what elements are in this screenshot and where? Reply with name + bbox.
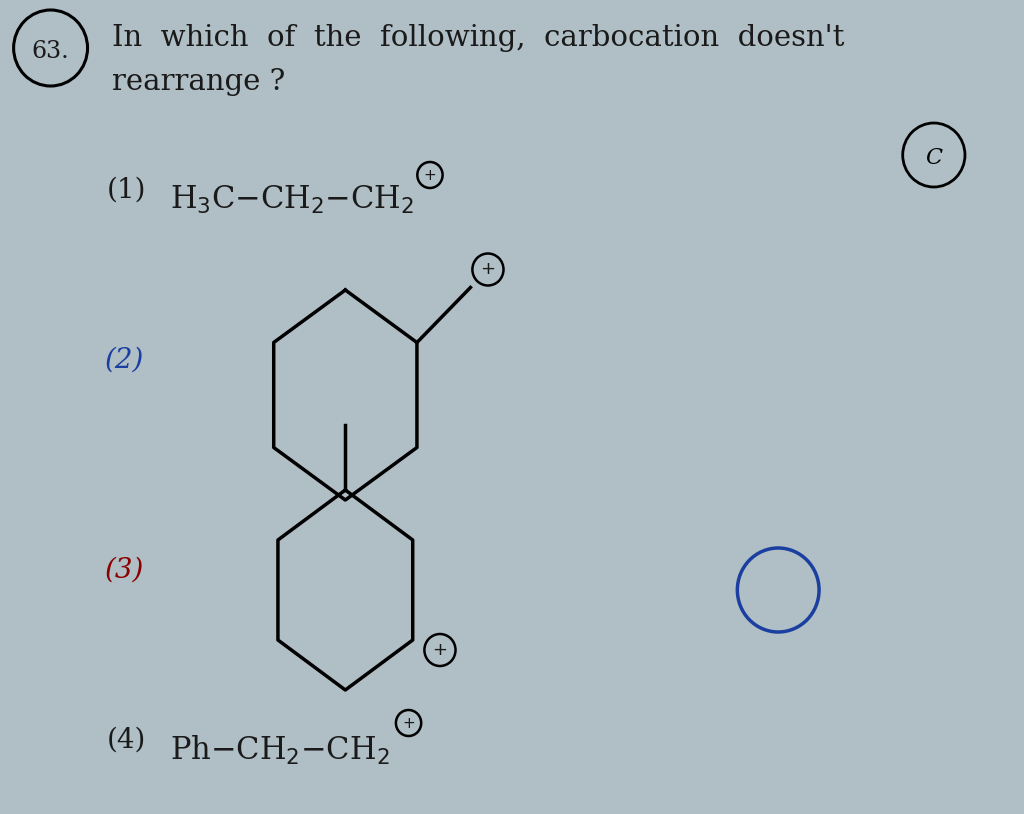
Text: +: +: [480, 260, 496, 278]
Text: +: +: [424, 168, 436, 182]
Text: (4): (4): [106, 727, 146, 754]
Text: (3): (3): [105, 557, 144, 584]
Text: +: +: [402, 716, 415, 730]
Text: Ph$-$CH$_2$$-$CH$_2$: Ph$-$CH$_2$$-$CH$_2$: [170, 733, 390, 767]
Text: (2): (2): [105, 347, 144, 374]
Text: In  which  of  the  following,  carbocation  doesn't: In which of the following, carbocation d…: [112, 24, 844, 52]
Text: rearrange ?: rearrange ?: [112, 68, 285, 96]
Text: (1): (1): [106, 177, 146, 204]
Text: C: C: [926, 147, 942, 169]
Text: H$_3$C$-$CH$_2$$-$CH$_2$: H$_3$C$-$CH$_2$$-$CH$_2$: [170, 184, 415, 216]
Text: 63.: 63.: [32, 41, 70, 63]
Text: +: +: [432, 641, 447, 659]
